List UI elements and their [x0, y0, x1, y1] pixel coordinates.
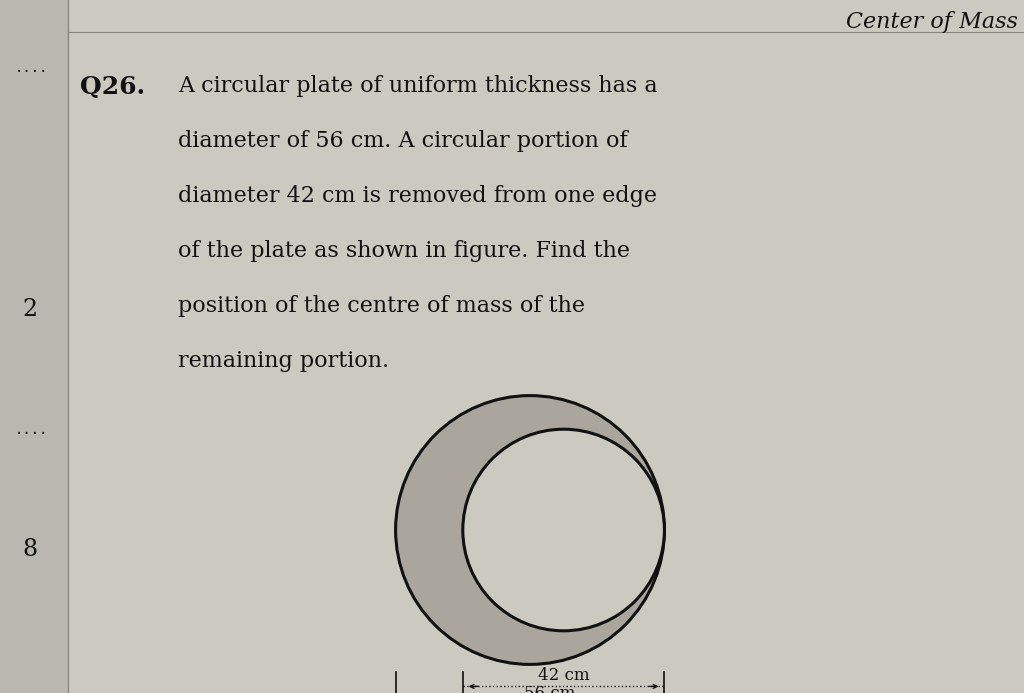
Text: 8: 8 [23, 538, 38, 561]
Text: position of the centre of mass of the: position of the centre of mass of the [178, 295, 585, 317]
Text: ....: .... [15, 423, 49, 437]
Text: 42 cm: 42 cm [538, 667, 590, 685]
Bar [0, 0, 68, 693]
Text: of the plate as shown in figure. Find the: of the plate as shown in figure. Find th… [178, 240, 630, 262]
Text: ....: .... [15, 61, 49, 75]
Text: diameter 42 cm is removed from one edge: diameter 42 cm is removed from one edge [178, 185, 657, 207]
Text: 2: 2 [23, 299, 38, 322]
Circle shape [395, 396, 665, 665]
Text: A circular plate of uniform thickness has a: A circular plate of uniform thickness ha… [178, 75, 657, 97]
Text: 56 cm: 56 cm [524, 685, 575, 693]
Circle shape [463, 429, 665, 631]
Text: remaining portion.: remaining portion. [178, 350, 389, 372]
Text: Q26.: Q26. [80, 75, 145, 99]
Text: Center of Mass: Center of Mass [846, 11, 1018, 33]
Text: diameter of 56 cm. A circular portion of: diameter of 56 cm. A circular portion of [178, 130, 628, 152]
